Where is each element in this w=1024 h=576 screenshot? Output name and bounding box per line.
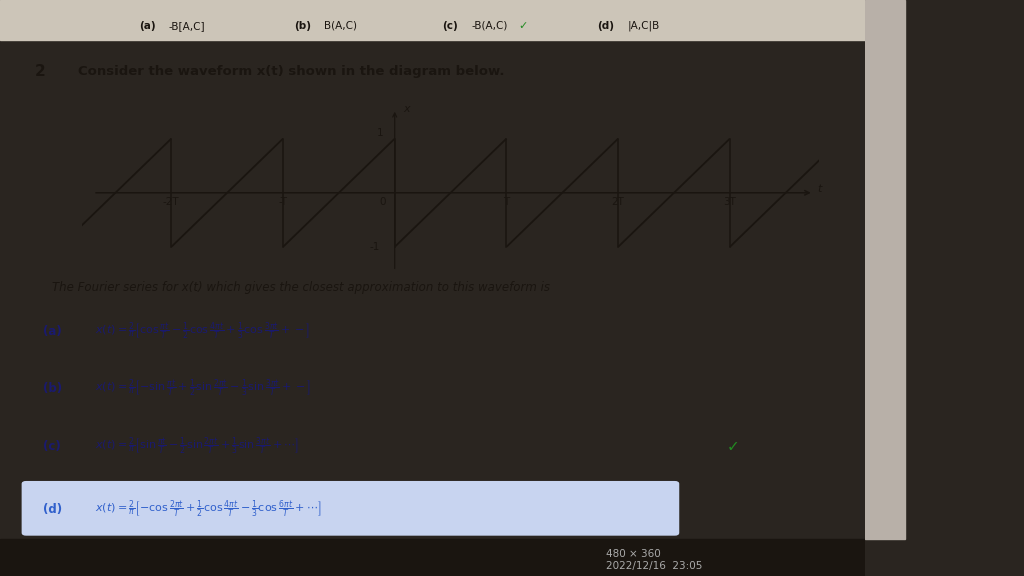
Text: -1: -1	[370, 241, 380, 252]
Text: 0: 0	[379, 196, 386, 207]
Text: $x(t) = \frac{2}{\pi}\left[\cos\frac{\pi t}{T} - \frac{1}{2}\cos\frac{4\pi t}{T}: $x(t) = \frac{2}{\pi}\left[\cos\frac{\pi…	[95, 321, 310, 342]
Text: (c): (c)	[442, 21, 458, 31]
Text: 2022/12/16  23:05: 2022/12/16 23:05	[605, 560, 702, 571]
Text: (d): (d)	[43, 503, 62, 516]
Text: B(A,C): B(A,C)	[325, 21, 357, 31]
Text: $x(t) = \frac{2}{\pi}\left[-\cos\frac{2\pi t}{T} + \frac{1}{2}\cos\frac{4\pi t}{: $x(t) = \frac{2}{\pi}\left[-\cos\frac{2\…	[95, 499, 322, 520]
Text: ✓: ✓	[727, 439, 739, 454]
Text: $x(t) = \frac{2}{\pi}\left[\sin\frac{\pi t}{T} - \frac{1}{2}\sin\frac{2\pi t}{T}: $x(t) = \frac{2}{\pi}\left[\sin\frac{\pi…	[95, 436, 299, 457]
Text: Consider the waveform x(t) shown in the diagram below.: Consider the waveform x(t) shown in the …	[78, 66, 505, 78]
Text: (a): (a)	[139, 21, 156, 31]
Text: $x$: $x$	[402, 104, 412, 114]
Bar	[0, 0, 865, 40]
Text: (b): (b)	[294, 21, 311, 31]
Bar	[0, 539, 865, 576]
Text: 3T: 3T	[723, 196, 736, 207]
Text: ✓: ✓	[518, 21, 527, 31]
Text: (b): (b)	[43, 382, 62, 395]
Text: 2T: 2T	[611, 196, 625, 207]
Text: The Fourier series for x(t) which gives the closest approximation to this wavefo: The Fourier series for x(t) which gives …	[52, 282, 550, 294]
Text: T: T	[503, 196, 510, 207]
Text: $t$: $t$	[817, 183, 823, 195]
Text: (c): (c)	[43, 440, 61, 453]
Text: |A,C|B: |A,C|B	[628, 21, 659, 31]
Text: 480 × 360: 480 × 360	[605, 549, 660, 559]
Text: -2T: -2T	[163, 196, 179, 207]
Bar	[865, 0, 905, 539]
Text: (d): (d)	[597, 21, 614, 31]
Text: -B(A,C): -B(A,C)	[472, 21, 508, 31]
Text: (a): (a)	[43, 325, 62, 338]
Text: 2: 2	[35, 65, 45, 79]
Text: $x(t) = \frac{2}{\pi}\left[-\sin\frac{\pi t}{T} + \frac{1}{2}\sin\frac{2\pi t}{T: $x(t) = \frac{2}{\pi}\left[-\sin\frac{\p…	[95, 378, 311, 399]
Text: -B[A,C]: -B[A,C]	[169, 21, 206, 31]
Text: 1: 1	[377, 128, 384, 138]
FancyBboxPatch shape	[22, 481, 679, 536]
Text: -T: -T	[279, 196, 288, 207]
